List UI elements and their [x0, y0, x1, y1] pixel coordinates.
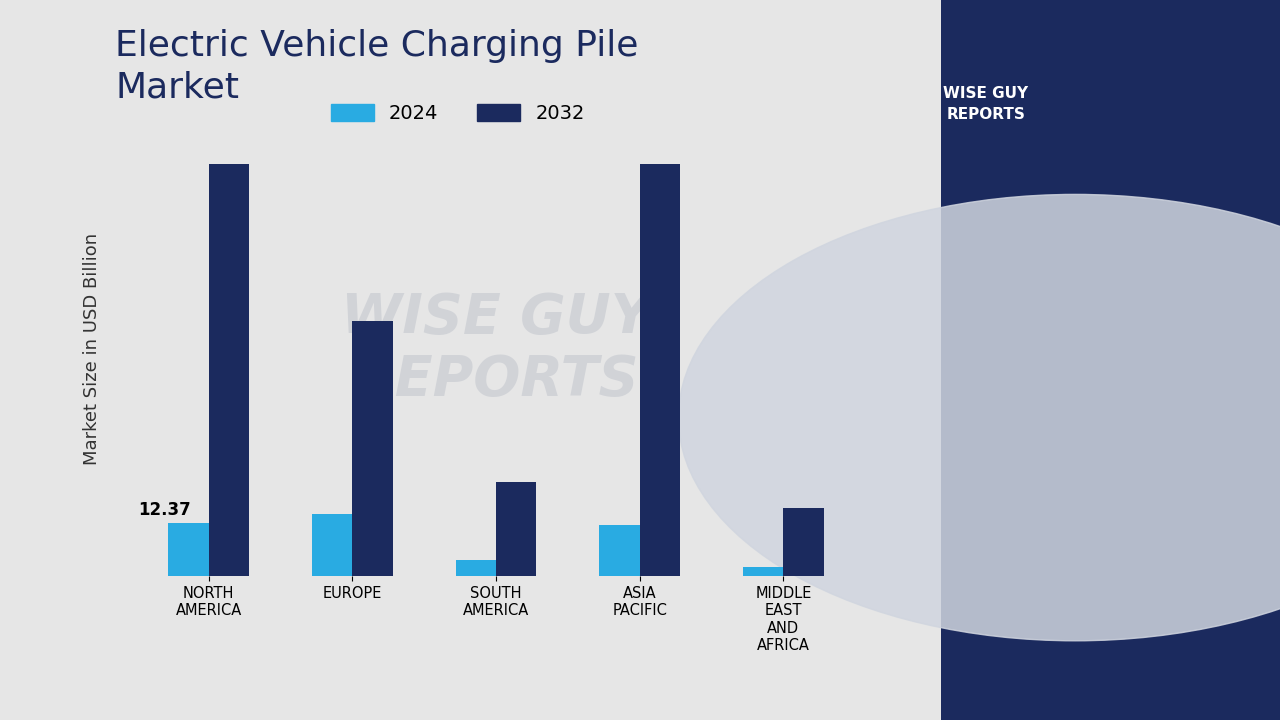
Bar [352, 321, 393, 576]
Bar [495, 482, 536, 576]
Legend: 2024, 2032: 2024, 2032 [323, 96, 593, 131]
Bar [312, 514, 352, 576]
Circle shape [678, 194, 1280, 641]
Bar [456, 560, 495, 576]
Bar [209, 163, 248, 576]
Bar [599, 525, 640, 576]
Text: WISE GUY
REPORTS: WISE GUY REPORTS [943, 86, 1028, 122]
Y-axis label: Market Size in USD Billion: Market Size in USD Billion [83, 233, 101, 465]
Bar [783, 508, 823, 576]
Text: WISE GUY
REPORTS: WISE GUY REPORTS [340, 291, 652, 408]
Bar [169, 523, 209, 576]
Bar [744, 567, 783, 576]
Text: Electric Vehicle Charging Pile
Market: Electric Vehicle Charging Pile Market [115, 29, 639, 105]
Bar [640, 163, 680, 576]
Text: 12.37: 12.37 [138, 501, 191, 519]
